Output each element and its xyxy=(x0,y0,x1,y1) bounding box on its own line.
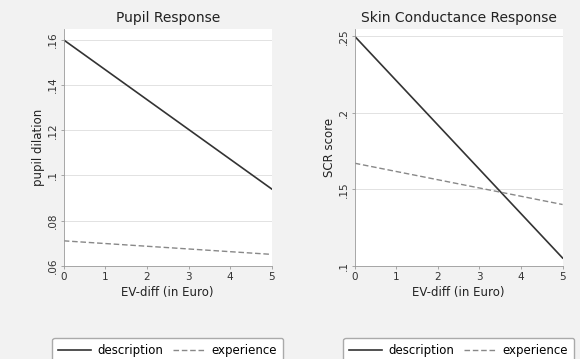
Legend: description, experience: description, experience xyxy=(343,338,574,359)
Y-axis label: pupil dilation: pupil dilation xyxy=(32,108,45,186)
X-axis label: EV-diff (in Euro): EV-diff (in Euro) xyxy=(412,286,505,299)
X-axis label: EV-diff (in Euro): EV-diff (in Euro) xyxy=(121,286,214,299)
Title: Pupil Response: Pupil Response xyxy=(115,11,220,25)
Y-axis label: SCR score: SCR score xyxy=(322,118,336,177)
Legend: description, experience: description, experience xyxy=(52,338,283,359)
Title: Skin Conductance Response: Skin Conductance Response xyxy=(361,11,557,25)
